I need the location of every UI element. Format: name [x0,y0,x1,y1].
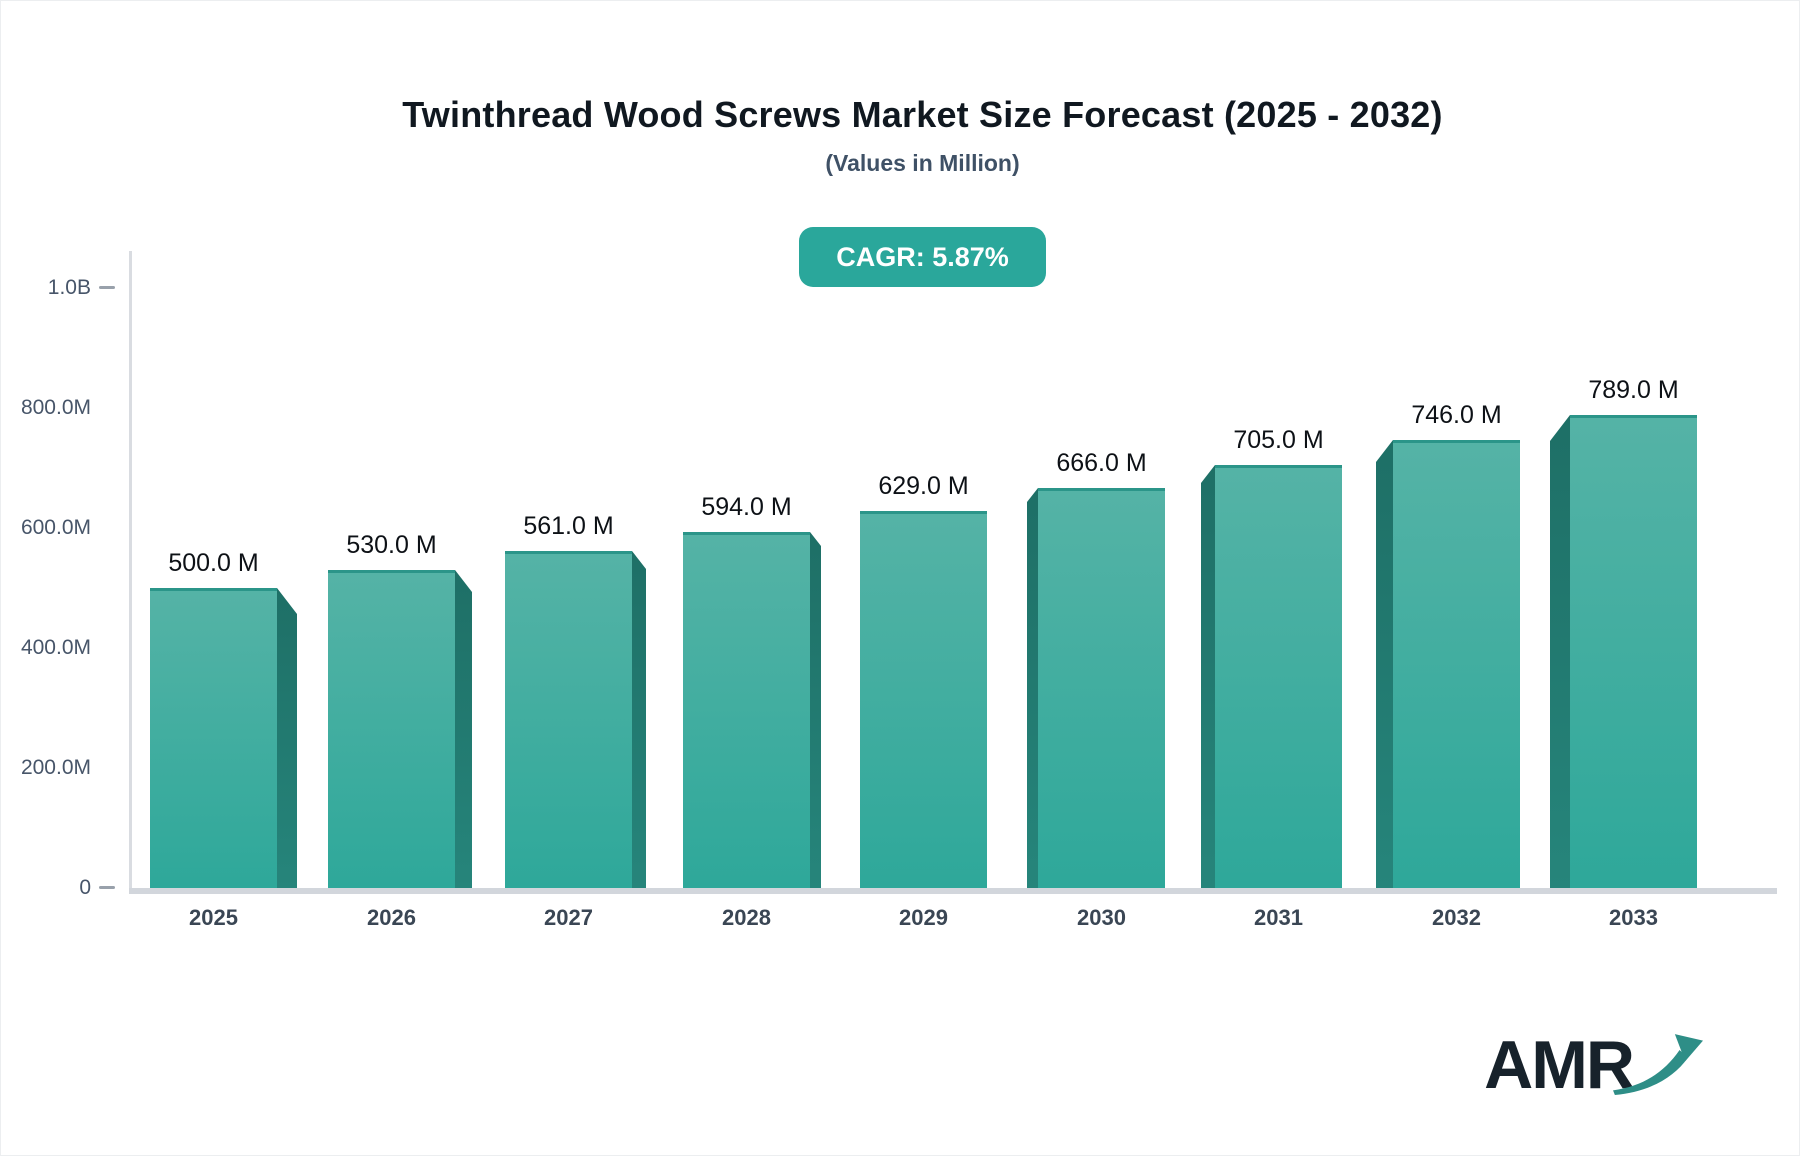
bar-front-face [1393,440,1520,888]
bar-2026 [328,570,472,888]
x-axis-label: 2033 [1609,905,1658,930]
bar-top-edge [505,551,632,554]
x-axis-label: 2025 [189,905,238,930]
page-title: Twinthread Wood Screws Market Size Forec… [402,94,1443,135]
bar-value-label: 530.0 M [346,531,437,559]
y-axis-line [129,251,132,894]
y-axis-tick [99,886,115,889]
bar-value-label: 561.0 M [523,512,614,540]
x-axis-line [129,888,1777,894]
bar-side-face [632,551,646,888]
bar-front-face [328,570,455,888]
bar-value-label: 789.0 M [1588,376,1679,404]
bar-side-face [1376,440,1393,888]
y-axis-tick [99,286,115,289]
x-axis-label: 2030 [1077,905,1126,930]
bar-2030 [1027,488,1165,888]
bar-side-face [1027,488,1038,888]
bar-side-face [1201,465,1215,888]
chart-header: Twinthread Wood Screws Market Size Forec… [46,1,1799,287]
page-subtitle: (Values in Million) [825,150,1020,176]
bar-front-face [1038,488,1165,888]
bar-value-label: 500.0 M [168,549,259,577]
bar-front-face [860,511,987,888]
x-axis-label: 2026 [367,905,416,930]
bar-top-edge [683,532,810,535]
bar-top-edge [328,570,455,573]
bar-front-face [1215,465,1342,888]
bar-value-label: 629.0 M [878,472,969,500]
bar-2028 [683,532,821,888]
bar-value-label: 666.0 M [1056,449,1147,477]
bar-top-edge [1038,488,1165,491]
y-axis-label: 200.0M [20,756,91,779]
bar-front-face [683,532,810,888]
bar-value-label: 746.0 M [1411,401,1502,429]
x-axis-label: 2028 [722,905,771,930]
bar-top-edge [1393,440,1520,443]
y-axis-label: 1.0B [47,276,91,299]
bar-side-face [277,588,297,888]
bar-2032 [1376,440,1520,888]
y-axis-label: 800.0M [20,396,91,419]
bar-2027 [505,551,646,888]
y-axis-label: 0 [79,876,91,899]
bar-top-edge [860,511,987,514]
bar-top-edge [1570,415,1697,418]
bar-side-face [455,570,472,888]
bar-front-face [1570,415,1697,888]
bar-front-face [505,551,632,888]
bar-value-label: 705.0 M [1233,426,1324,454]
bar-top-edge [150,588,277,591]
bar-2033 [1550,415,1697,888]
bar-side-face [1550,415,1570,888]
bar-top-edge [1215,465,1342,468]
x-axis-label: 2031 [1254,905,1303,930]
y-axis-label: 400.0M [20,636,91,659]
y-axis-label: 600.0M [20,516,91,539]
bar-2029 [860,511,987,888]
bar-side-face [810,532,821,888]
x-axis-label: 2029 [899,905,948,930]
x-axis-label: 2032 [1432,905,1481,930]
growth-arrow-icon [1613,1034,1703,1095]
x-axis-label: 2027 [544,905,593,930]
bar-2025 [150,588,297,888]
bar-2031 [1201,465,1342,888]
bar-front-face [150,588,277,888]
amr-logo-text: AMR [1484,1027,1635,1103]
cagr-badge: CAGR: 5.87% [799,227,1046,287]
bar-value-label: 594.0 M [701,493,792,521]
amr-logo: AMR [1484,1031,1703,1099]
